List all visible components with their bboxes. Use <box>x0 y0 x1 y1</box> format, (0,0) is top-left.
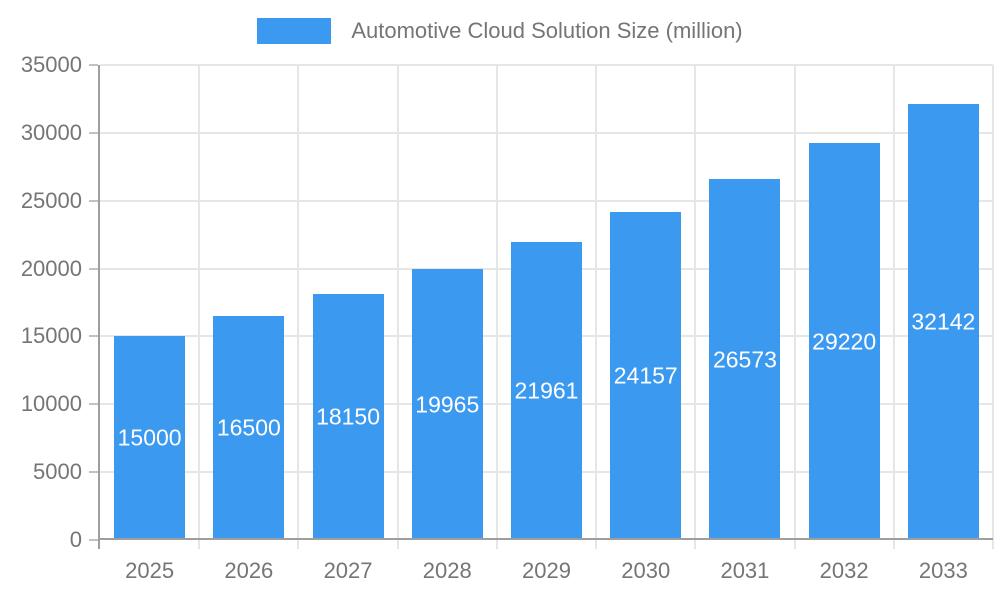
h-gridline <box>100 64 993 66</box>
x-axis-tick <box>992 540 994 549</box>
bar[interactable] <box>213 316 285 540</box>
x-tick-label: 2033 <box>918 558 968 583</box>
bar[interactable] <box>511 241 582 540</box>
x-tick-label: 2032 <box>819 558 869 583</box>
h-gridline <box>100 199 993 202</box>
y-tick-mark <box>89 335 98 338</box>
bar[interactable] <box>808 143 880 540</box>
v-gridline <box>396 65 399 540</box>
x-axis-tick <box>694 540 697 549</box>
bar[interactable] <box>709 179 781 540</box>
y-tick-mark <box>89 471 98 474</box>
y-tick-label: 10000 <box>20 391 82 417</box>
bar-value-label: 16500 <box>216 414 281 441</box>
y-tick-mark <box>89 267 98 270</box>
x-axis-tick <box>793 540 796 549</box>
y-tick-mark <box>89 199 98 202</box>
h-gridline <box>100 131 993 134</box>
y-tick-label: 20000 <box>20 255 82 281</box>
x-axis-tick <box>198 540 201 549</box>
v-gridline <box>892 65 895 540</box>
v-gridline <box>595 65 598 540</box>
x-axis-tick <box>892 540 895 549</box>
x-tick-label: 2030 <box>621 558 671 583</box>
y-axis-line <box>98 65 100 549</box>
v-gridline <box>495 65 498 540</box>
v-gridline <box>992 65 994 540</box>
legend-label[interactable]: Automotive Cloud Solution Size (million) <box>351 18 743 43</box>
x-tick-label: 2029 <box>522 558 571 583</box>
x-tick-label: 2025 <box>125 558 175 583</box>
bar[interactable] <box>411 269 483 540</box>
y-tick-mark <box>89 539 98 541</box>
x-axis-tick <box>495 540 498 549</box>
bar[interactable] <box>312 293 384 540</box>
v-gridline <box>793 65 796 540</box>
x-axis-tick <box>396 540 399 549</box>
y-tick-label: 5000 <box>33 459 82 485</box>
legend-swatch[interactable] <box>257 18 332 44</box>
y-tick-label: 25000 <box>20 187 82 213</box>
x-axis-line <box>98 538 993 540</box>
v-gridline <box>694 65 697 540</box>
y-tick-label: 30000 <box>20 119 82 145</box>
y-tick-mark <box>89 131 98 134</box>
bar-value-label: 24157 <box>613 362 678 389</box>
x-axis-tick <box>595 540 598 549</box>
x-tick-label: 2027 <box>323 558 373 583</box>
bar-value-label: 32142 <box>911 308 976 335</box>
bar[interactable] <box>907 103 979 540</box>
x-axis-tick <box>297 540 300 549</box>
v-gridline <box>198 65 201 540</box>
bar-value-label: 29220 <box>812 328 877 355</box>
y-tick-mark <box>89 64 98 66</box>
legend[interactable]: Automotive Cloud Solution Size (million) <box>0 14 1000 48</box>
y-tick-label: 15000 <box>20 323 82 349</box>
bar-value-label: 21961 <box>514 377 579 404</box>
y-tick-label: 0 <box>69 527 82 552</box>
bar-value-label: 18150 <box>316 403 381 430</box>
v-gridline <box>297 65 300 540</box>
x-tick-label: 2026 <box>224 558 274 583</box>
y-tick-mark <box>89 403 98 406</box>
bar-value-label: 15000 <box>117 424 182 451</box>
bar[interactable] <box>610 212 682 540</box>
bar[interactable] <box>114 336 186 540</box>
y-tick-label: 35000 <box>20 52 82 77</box>
x-tick-label: 2028 <box>422 558 472 583</box>
bar-value-label: 26573 <box>712 346 777 373</box>
x-tick-label: 2031 <box>720 558 770 583</box>
bar-value-label: 19965 <box>415 391 480 418</box>
plot-area: 0 5000 10000 15000 20000 25000 30000 35000 15000… <box>21 52 994 583</box>
